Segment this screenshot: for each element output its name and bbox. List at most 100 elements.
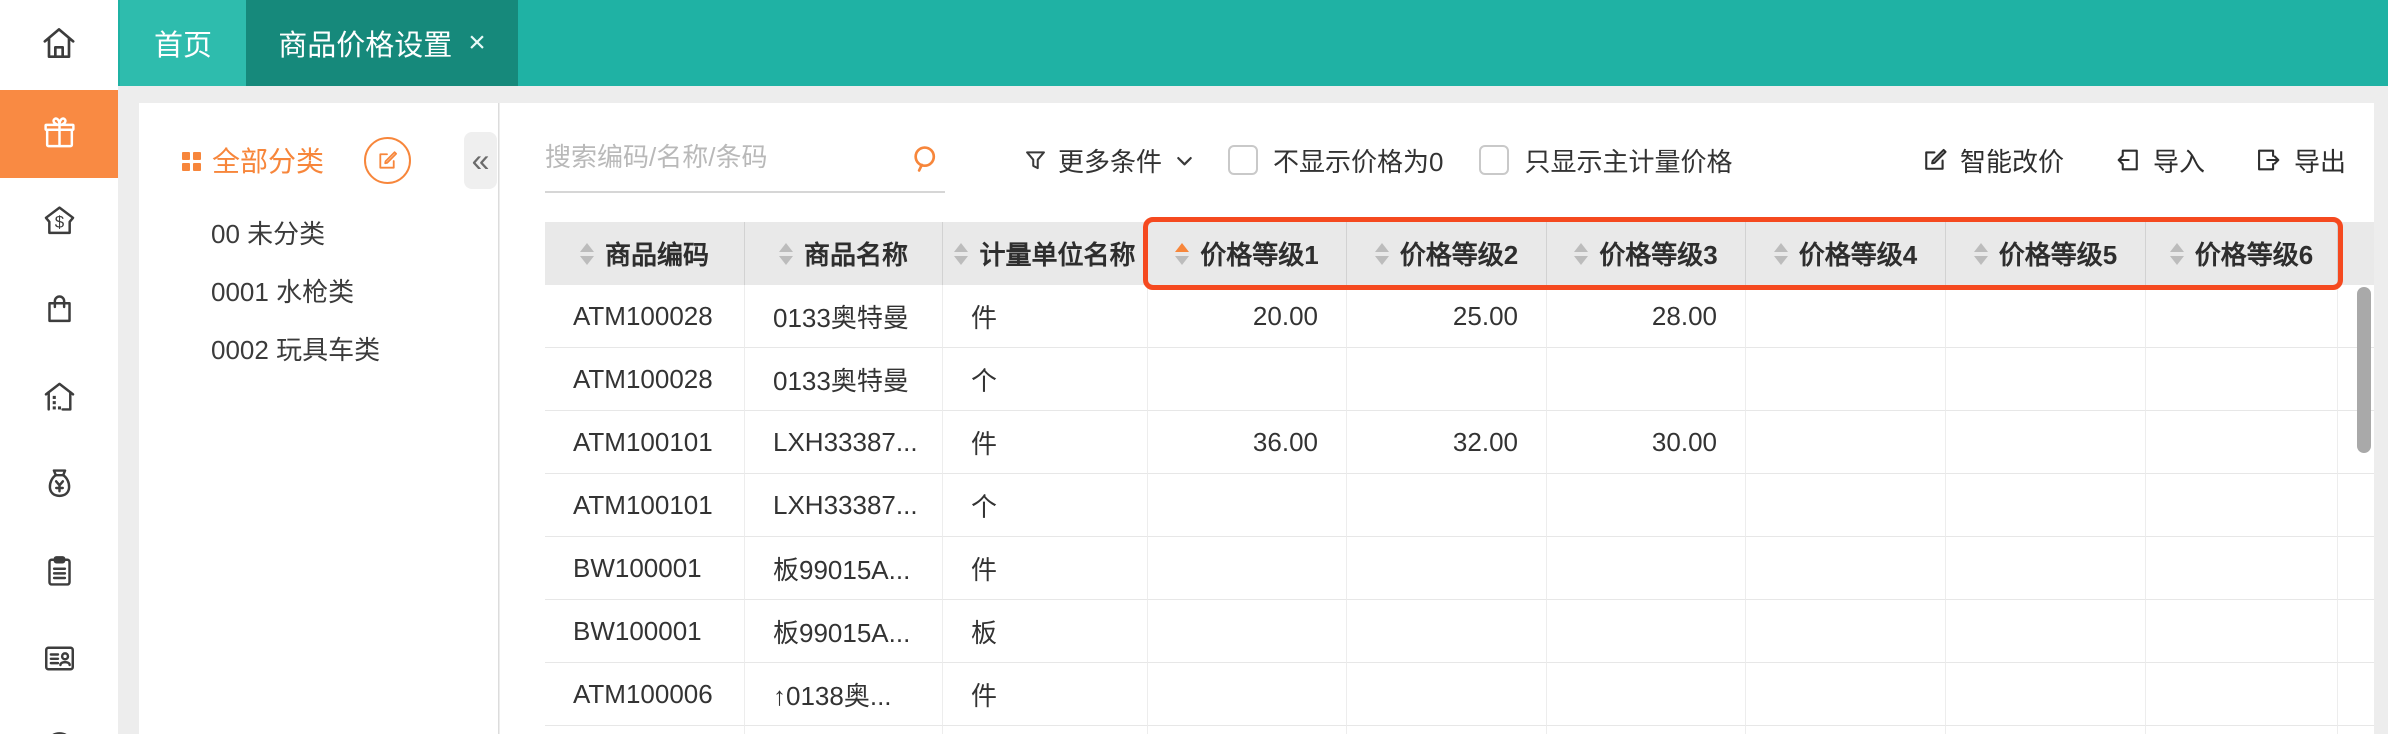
collapse-panel-button[interactable]: « bbox=[464, 132, 497, 189]
price-cell[interactable] bbox=[1347, 474, 1547, 537]
tab-close-icon[interactable]: × bbox=[468, 26, 486, 59]
price-cell[interactable] bbox=[1148, 348, 1347, 411]
table-cell[interactable]: ATM100028 bbox=[545, 285, 745, 348]
price-cell[interactable] bbox=[1946, 600, 2146, 663]
sort-icon[interactable] bbox=[1175, 242, 1190, 265]
column-header-4[interactable]: 价格等级1 bbox=[1148, 222, 1347, 285]
table-cell[interactable] bbox=[745, 726, 943, 734]
table-row[interactable]: ATM100028 0133奥特曼个 bbox=[545, 348, 2374, 411]
checkbox-box[interactable] bbox=[1228, 145, 1258, 175]
sidebar-item-warehouse[interactable] bbox=[0, 353, 118, 441]
column-header-6[interactable]: 价格等级3 bbox=[1547, 222, 1746, 285]
price-cell[interactable] bbox=[1946, 537, 2146, 600]
table-cell[interactable]: 板99015A... bbox=[745, 600, 943, 663]
table-cell[interactable]: ATM100101 bbox=[545, 474, 745, 537]
tab-home[interactable]: 首页 bbox=[120, 0, 246, 86]
price-cell[interactable] bbox=[2146, 285, 2338, 348]
sidebar-item-id-card[interactable] bbox=[0, 615, 118, 703]
checkbox-box[interactable] bbox=[1479, 145, 1510, 175]
table-cell[interactable]: 件 bbox=[943, 663, 1148, 726]
column-header-3[interactable]: 计量单位名称 bbox=[943, 222, 1148, 285]
table-row[interactable]: ATM100101 LXH33387... 个 bbox=[545, 474, 2374, 537]
price-cell[interactable] bbox=[1746, 411, 1946, 474]
export-button[interactable]: 导出 bbox=[2255, 142, 2346, 179]
table-cell[interactable]: 件 bbox=[943, 285, 1148, 348]
table-cell[interactable]: 板99015A... bbox=[745, 537, 943, 600]
sort-icon[interactable] bbox=[954, 242, 969, 265]
table-cell[interactable]: 件 bbox=[943, 411, 1148, 474]
price-cell[interactable] bbox=[1746, 474, 1946, 537]
sort-icon[interactable] bbox=[1973, 242, 1988, 265]
column-header-5[interactable]: 价格等级2 bbox=[1347, 222, 1547, 285]
table-cell[interactable]: BW100001 bbox=[545, 537, 745, 600]
sidebar-item-more-partial[interactable] bbox=[0, 703, 118, 734]
price-cell[interactable]: 32.00 bbox=[1347, 411, 1547, 474]
table-cell[interactable]: LXH33387... bbox=[745, 411, 943, 474]
search-input[interactable] bbox=[545, 127, 897, 187]
sidebar-item-clipboard[interactable] bbox=[0, 528, 118, 616]
more-conditions-button[interactable]: 更多条件 bbox=[1022, 127, 1195, 193]
price-cell[interactable] bbox=[1148, 474, 1347, 537]
home-button[interactable] bbox=[0, 0, 118, 86]
price-cell[interactable] bbox=[2146, 600, 2338, 663]
price-cell[interactable] bbox=[1347, 600, 1547, 663]
category-item[interactable]: 0001 水枪类 bbox=[211, 276, 355, 307]
sidebar-item-purchase-bag[interactable] bbox=[0, 265, 118, 353]
price-cell[interactable] bbox=[1347, 348, 1547, 411]
table-cell[interactable]: 件 bbox=[943, 537, 1148, 600]
table-row[interactable]: BW100001 板99015A... 件 bbox=[545, 537, 2374, 600]
table-cell[interactable]: LXH33387... bbox=[745, 474, 943, 537]
search-icon[interactable] bbox=[909, 143, 941, 175]
price-cell[interactable] bbox=[1547, 600, 1746, 663]
sidebar-item-money-bag[interactable] bbox=[0, 440, 118, 528]
column-header-1[interactable]: 商品编码 bbox=[545, 222, 745, 285]
table-cell[interactable]: 板 bbox=[943, 600, 1148, 663]
price-cell[interactable] bbox=[1148, 600, 1347, 663]
table-row[interactable]: ATM100006 ↑0138奥... 件 bbox=[545, 663, 2374, 726]
price-cell[interactable] bbox=[1746, 726, 1946, 734]
checkbox-hide-zero-price[interactable]: 不显示价格为0 bbox=[1228, 142, 1443, 179]
price-cell[interactable] bbox=[2146, 663, 2338, 726]
search-field[interactable] bbox=[545, 127, 945, 193]
sort-icon[interactable] bbox=[1574, 242, 1589, 265]
table-row[interactable]: ATM100101 LXH33387... 件 36.00 32.00 30.00 bbox=[545, 411, 2374, 474]
table-cell[interactable]: 个 bbox=[943, 474, 1148, 537]
table-cell[interactable]: 0133奥特曼 bbox=[745, 285, 943, 348]
table-cell[interactable]: ↑0138奥... bbox=[745, 663, 943, 726]
table-cell[interactable]: BW100001 bbox=[545, 600, 745, 663]
price-cell[interactable] bbox=[2146, 537, 2338, 600]
price-cell[interactable] bbox=[1946, 285, 2146, 348]
price-cell[interactable] bbox=[1946, 726, 2146, 734]
price-cell[interactable]: 20.00 bbox=[1148, 285, 1347, 348]
smart-reprice-button[interactable]: 智能改价 bbox=[1921, 142, 2064, 179]
price-cell[interactable] bbox=[2146, 411, 2338, 474]
price-cell[interactable] bbox=[1148, 726, 1347, 734]
table-cell[interactable]: ATM100028 bbox=[545, 348, 745, 411]
sort-icon[interactable] bbox=[1374, 242, 1389, 265]
price-cell[interactable]: 30.00 bbox=[1547, 411, 1746, 474]
price-cell[interactable] bbox=[2146, 474, 2338, 537]
tab-product-price-settings[interactable]: 商品价格设置 × bbox=[246, 0, 518, 86]
price-cell[interactable] bbox=[1547, 348, 1746, 411]
price-cell[interactable]: 25.00 bbox=[1347, 285, 1547, 348]
category-item[interactable]: 0002 玩具车类 bbox=[211, 334, 381, 365]
price-cell[interactable] bbox=[1746, 537, 1946, 600]
table-cell[interactable]: 0133奥特曼 bbox=[745, 348, 943, 411]
table-cell[interactable]: 个 bbox=[943, 348, 1148, 411]
edit-categories-button[interactable] bbox=[364, 136, 412, 184]
vertical-scrollbar-thumb[interactable] bbox=[2357, 287, 2371, 453]
price-cell[interactable] bbox=[1347, 537, 1547, 600]
table-row[interactable]: BW100001 板99015A... 板 bbox=[545, 600, 2374, 663]
column-header-9[interactable]: 价格等级6 bbox=[2146, 222, 2338, 285]
sidebar-item-gift[interactable] bbox=[0, 90, 118, 178]
price-cell[interactable] bbox=[1148, 663, 1347, 726]
price-cell[interactable] bbox=[1547, 663, 1746, 726]
price-cell[interactable] bbox=[1946, 348, 2146, 411]
sort-icon[interactable] bbox=[1773, 242, 1788, 265]
sort-icon[interactable] bbox=[579, 242, 594, 265]
price-cell[interactable] bbox=[2146, 726, 2338, 734]
price-cell[interactable] bbox=[1946, 663, 2146, 726]
price-cell[interactable] bbox=[1746, 348, 1946, 411]
column-header-7[interactable]: 价格等级4 bbox=[1746, 222, 1946, 285]
price-cell[interactable] bbox=[1746, 600, 1946, 663]
